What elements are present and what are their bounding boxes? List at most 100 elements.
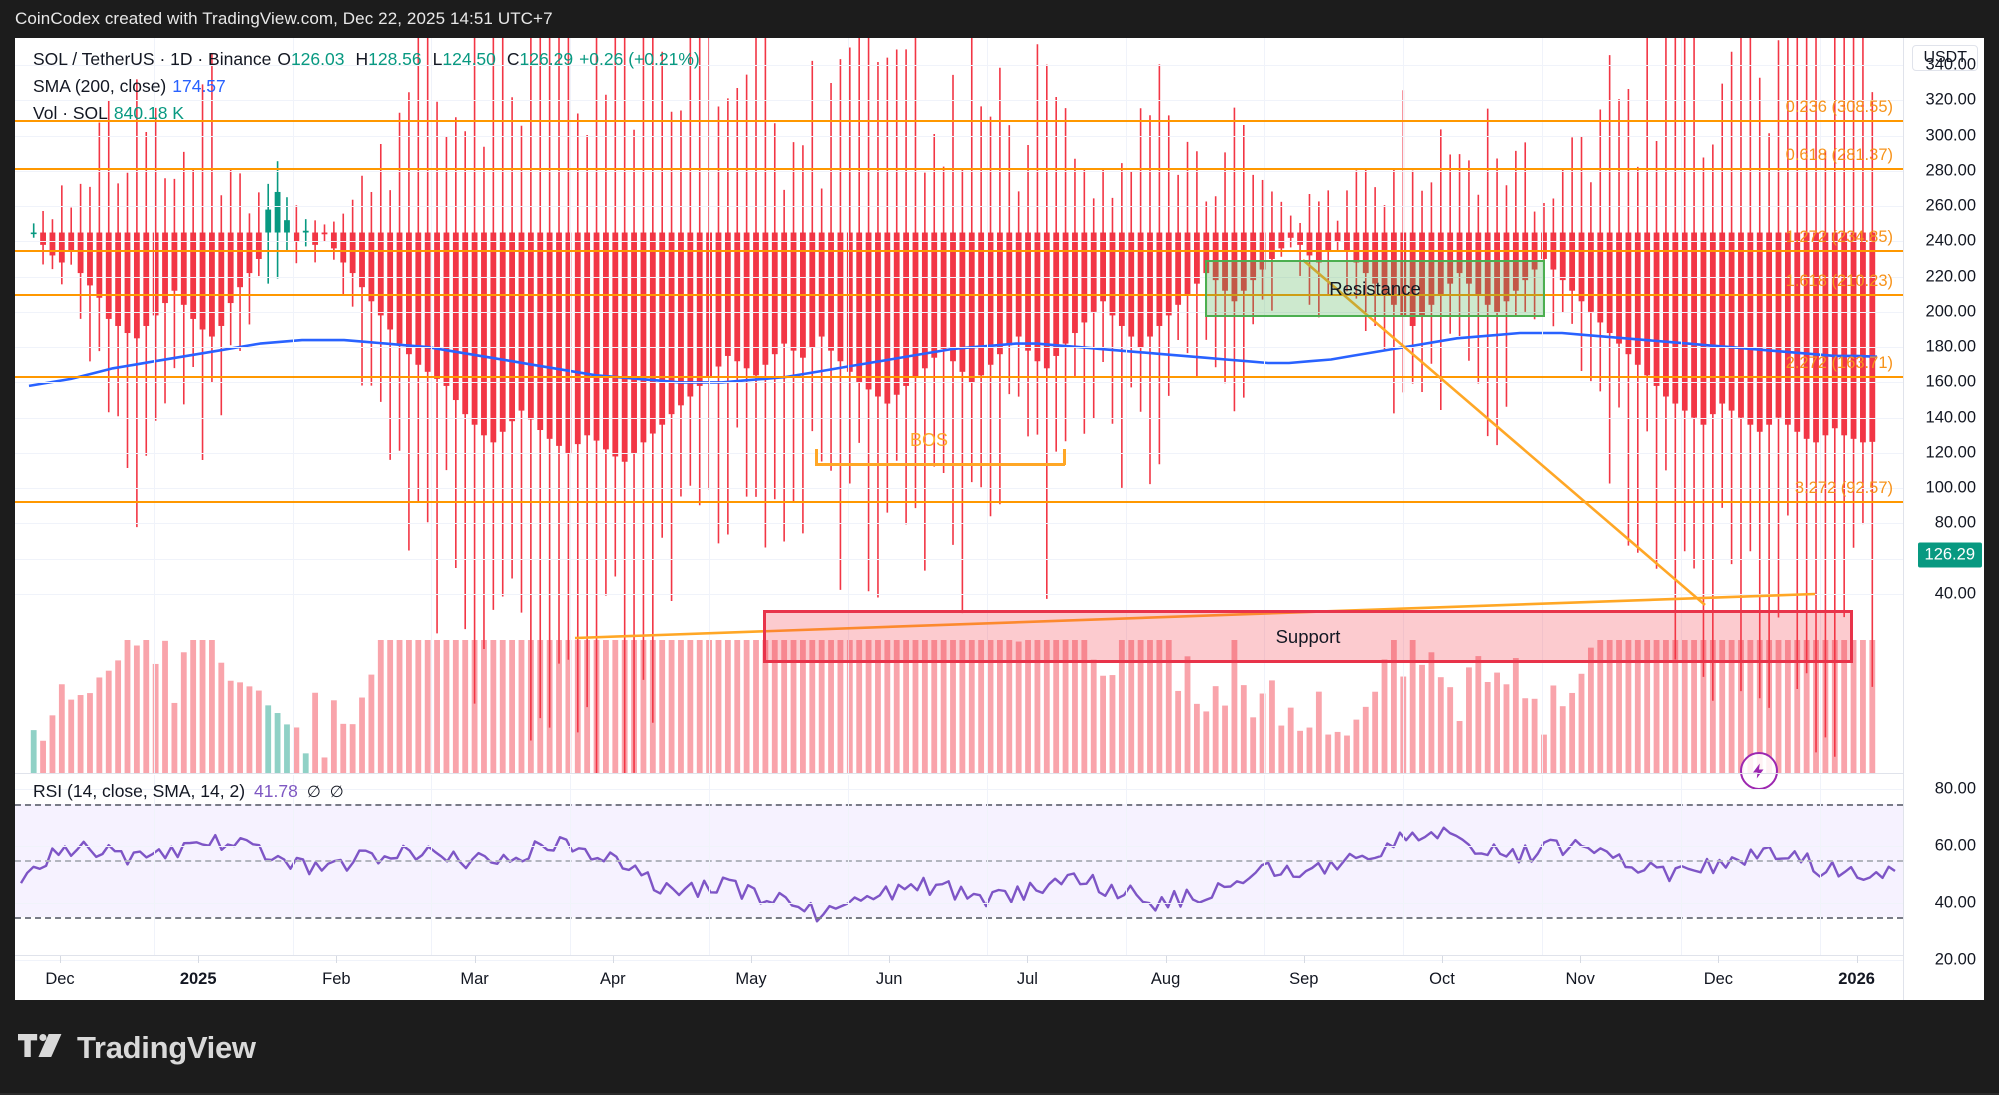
time-axis-tick [336, 956, 338, 963]
tradingview-logo[interactable]: TradingView [18, 1030, 256, 1066]
bolt-glyph [1753, 763, 1764, 779]
fib-line[interactable] [15, 293, 1903, 296]
gridline-vertical [570, 775, 572, 955]
gridline [15, 846, 1903, 847]
rsi-pane[interactable]: RSI (14, close, SMA, 14, 2) 41.78 ∅ ∅ [15, 775, 1903, 961]
time-axis-tick [1442, 956, 1443, 963]
ohlc-group: O126.03 H128.56 L124.50 C126.29 [277, 46, 573, 73]
low-pair: L124.50 [433, 46, 496, 73]
time-axis-label: Feb [322, 970, 351, 988]
legend-volume-row[interactable]: Vol · SOL 840.18 K [33, 100, 700, 127]
support-label: Support [1275, 625, 1341, 647]
price-axis-tick: 180.00 [1925, 337, 1976, 356]
gridline-vertical [986, 38, 988, 773]
time-axis[interactable]: Dec 2025 Feb Mar Apr May Jun Jul Aug Sep Oct Nov Dec… [15, 955, 1903, 1000]
gridline-vertical [709, 775, 711, 955]
fib-label: 0.236 (308.55) [1785, 98, 1893, 117]
gridline [15, 417, 1903, 419]
gridline-vertical [847, 38, 849, 773]
close-value: 126.29 [519, 49, 574, 69]
time-axis-label: Aug [1150, 970, 1181, 988]
rsi-value: 41.78 [254, 781, 298, 801]
fib-line[interactable] [15, 501, 1903, 504]
currency-unit-chip[interactable]: USDT [1912, 45, 1978, 71]
gridline-vertical [1125, 38, 1127, 773]
rsi-axis-tick: 20.00 [1934, 950, 1976, 969]
open-pair: O126.03 [277, 46, 344, 73]
gridline [15, 135, 1903, 137]
bos-line [815, 463, 1065, 466]
volume-value: 840.18 K [113, 103, 184, 123]
symbol-label: SOL / TetherUS · 1D · Binance [33, 49, 272, 69]
rsi-null-2: ∅ [329, 784, 344, 801]
lightning-bolt-icon[interactable] [1740, 752, 1778, 790]
time-axis-label: May [735, 970, 767, 988]
open-label: O [277, 49, 291, 69]
time-axis-tick [889, 956, 891, 963]
price-axis-tick: 100.00 [1925, 478, 1976, 497]
price-axis-tick: 220.00 [1925, 267, 1976, 286]
time-axis-label: Apr [599, 970, 626, 988]
price-legend: SOL / TetherUS · 1D · Binance O126.03 H1… [33, 46, 700, 127]
price-axis-tick: 160.00 [1925, 372, 1976, 391]
support-zone[interactable]: Support [763, 610, 1853, 663]
fib-line[interactable] [15, 250, 1903, 253]
time-axis-label: 2025 [179, 970, 217, 988]
gridline-vertical [1819, 775, 1821, 955]
gridline-vertical [1819, 38, 1821, 773]
gridline [15, 452, 1903, 454]
close-pair: C126.29 [507, 46, 573, 73]
price-axis[interactable]: USDT 340.00 320.00 300.00 280.00 260.00 240.0… [1903, 38, 1984, 1000]
fib-label: 1.272 (234.85) [1785, 228, 1893, 247]
legend-symbol-row[interactable]: SOL / TetherUS · 1D · Binance O126.03 H1… [33, 46, 700, 73]
gridline-vertical [292, 775, 294, 955]
legend-sma-row[interactable]: SMA (200, close) 174.57 [33, 73, 700, 100]
fib-line[interactable] [15, 168, 1903, 171]
gridline-vertical [431, 775, 433, 955]
rsi-midline [15, 860, 1903, 862]
price-axis-tick: 240.00 [1925, 231, 1976, 250]
low-value: 124.50 [442, 49, 496, 69]
footer-bar: TradingView [0, 1000, 1999, 1095]
chart-card: 0.236 (308.55) 0.618 (281.37) 1.272 (234.8… [15, 38, 1984, 1000]
gridline [15, 523, 1903, 525]
rsi-oversold-line [15, 917, 1903, 919]
price-axis-tick: 280.00 [1925, 161, 1976, 180]
gridline [15, 903, 1903, 904]
time-axis-tick [198, 956, 200, 963]
resistance-label: Resistance [1329, 277, 1421, 299]
rsi-axis-tick: 80.00 [1934, 779, 1976, 798]
sma-value: 174.57 [172, 76, 226, 96]
gridline-vertical [986, 775, 988, 955]
rsi-legend[interactable]: RSI (14, close, SMA, 14, 2) 41.78 ∅ ∅ [33, 781, 344, 802]
time-axis-tick [474, 956, 476, 963]
close-label: C [506, 49, 520, 69]
high-label: H [355, 49, 369, 69]
price-pane[interactable]: 0.236 (308.55) 0.618 (281.37) 1.272 (234.8… [15, 38, 1903, 790]
resistance-zone[interactable]: Resistance [1205, 260, 1545, 317]
gridline [15, 311, 1903, 313]
footer-hairline [0, 1093, 1999, 1095]
time-axis-tick [1580, 956, 1582, 963]
gridline-vertical [570, 38, 572, 773]
volume-label: Vol · SOL [33, 103, 108, 123]
low-label: L [432, 49, 443, 69]
gridline [15, 276, 1903, 278]
fib-line[interactable] [15, 375, 1903, 378]
price-axis-tick: 140.00 [1925, 408, 1976, 427]
fib-line[interactable] [15, 120, 1903, 123]
rsi-axis-tick: 40.00 [1934, 893, 1976, 912]
time-axis-label: Dec [1703, 970, 1734, 988]
high-pair: H128.56 [355, 46, 421, 73]
gridline [15, 558, 1903, 560]
open-value: 126.03 [290, 49, 345, 69]
time-axis-label: Dec [45, 970, 75, 988]
time-axis-tick [612, 956, 614, 963]
gridline [15, 594, 1903, 595]
price-axis-tick: 200.00 [1925, 302, 1976, 321]
current-price-badge: 126.29 [1917, 542, 1982, 568]
time-axis-tick [1718, 956, 1720, 963]
time-axis-tick [1303, 956, 1305, 963]
gridline [15, 488, 1903, 490]
gridline [15, 170, 1903, 172]
